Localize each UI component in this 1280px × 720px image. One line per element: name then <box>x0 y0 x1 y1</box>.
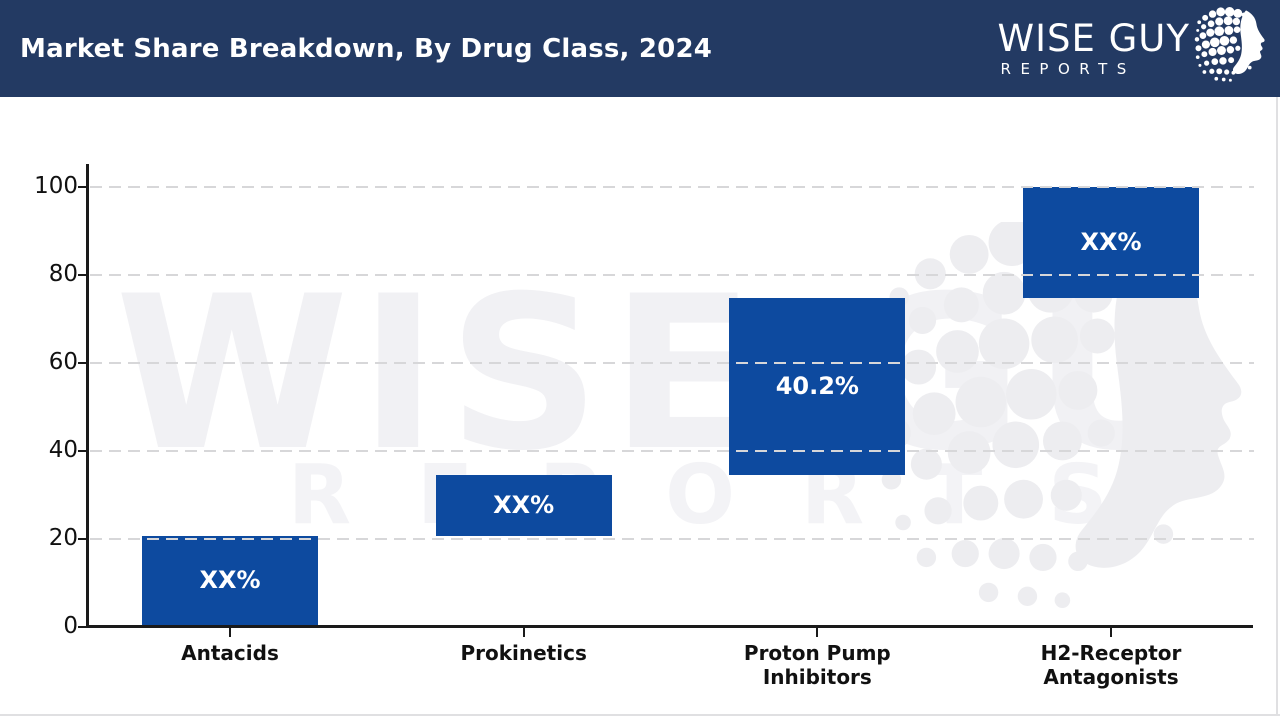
x-axis-line <box>86 625 1253 628</box>
y-tick-mark <box>78 274 87 276</box>
market-share-bar <box>142 535 318 627</box>
gridline <box>90 450 1254 452</box>
bar-value-label: 40.2% <box>775 371 859 400</box>
logo-wordmark: WISE GUY <box>997 16 1190 60</box>
y-tick-mark <box>78 186 87 188</box>
y-tick-label: 0 <box>63 613 78 639</box>
wise-guy-logo: WISE GUY REPORTS <box>998 0 1272 97</box>
category-label: Antacids <box>181 641 279 665</box>
x-tick-mark <box>1110 628 1112 637</box>
card-border-right <box>1276 97 1278 716</box>
category-label: Prokinetics <box>460 641 587 665</box>
gridline <box>90 362 1254 364</box>
dotted-face-icon <box>1194 6 1265 82</box>
market-share-bar <box>1023 187 1199 299</box>
card-border-bottom <box>0 714 1280 716</box>
market-share-bar <box>729 298 906 476</box>
y-tick-label: 60 <box>48 349 78 375</box>
gridline <box>90 538 1254 540</box>
y-tick-mark <box>78 538 87 540</box>
y-tick-label: 40 <box>48 437 78 463</box>
gridline <box>90 274 1254 276</box>
y-tick-label: 80 <box>48 261 78 287</box>
category-label: Proton Pump Inhibitors <box>743 641 891 689</box>
bar-value-label: XX% <box>493 490 555 519</box>
market-share-bar <box>435 475 612 536</box>
x-tick-mark <box>522 628 525 637</box>
bar-value-label: XX% <box>1080 227 1142 256</box>
page-title: Market Share Breakdown, By Drug Class, 2… <box>20 33 713 64</box>
header-bar: Market Share Breakdown, By Drug Class, 2… <box>0 0 1280 97</box>
category-label: H2-Receptor Antagonists <box>1040 641 1182 689</box>
gridline <box>90 186 1254 188</box>
waterfall-chart: 0 20 40 60 80 100 XX% Antacids XX% Prokinetics 40.… <box>0 97 1280 720</box>
y-tick-mark <box>78 362 87 364</box>
x-tick-mark <box>816 628 819 637</box>
y-tick-mark <box>78 450 87 452</box>
x-tick-mark <box>229 628 231 637</box>
y-tick-label: 20 <box>48 525 78 551</box>
bar-value-label: XX% <box>199 566 261 595</box>
y-tick-mark <box>78 626 87 628</box>
y-tick-label: 100 <box>34 173 78 199</box>
y-axis-line <box>86 164 89 628</box>
logo-subtitle: REPORTS <box>1000 59 1136 78</box>
